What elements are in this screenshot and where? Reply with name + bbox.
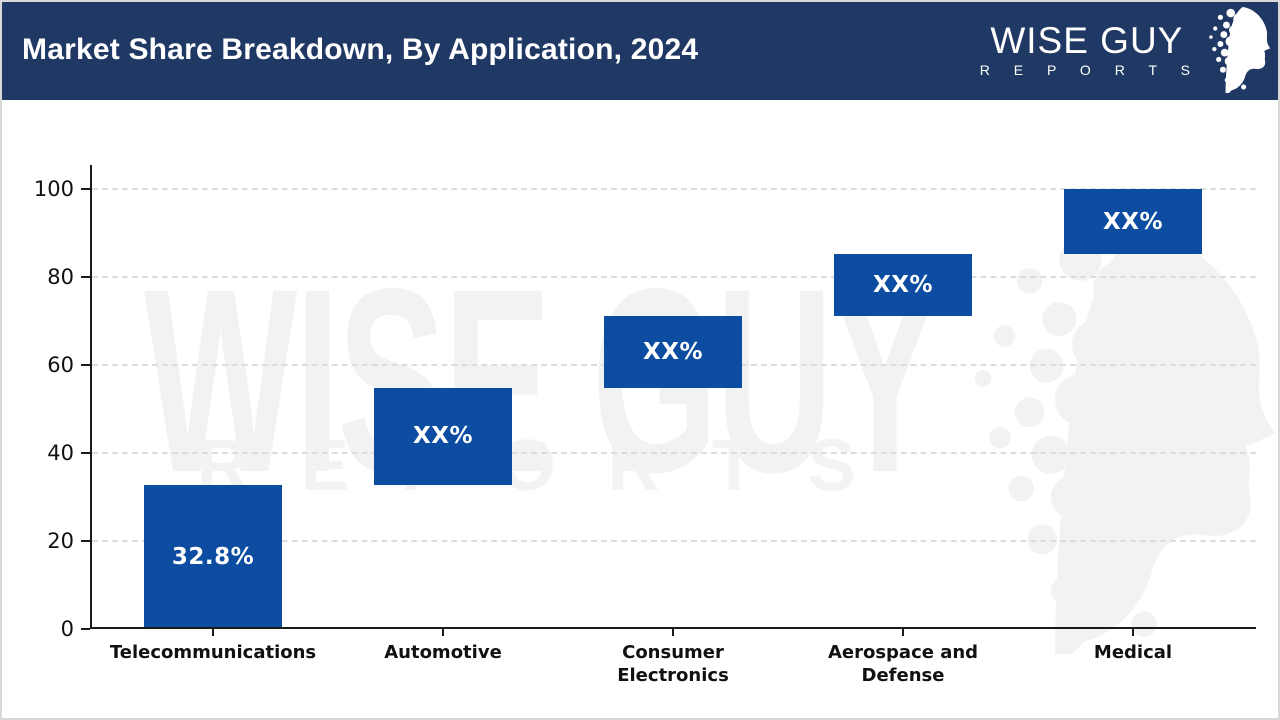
y-tick xyxy=(81,540,90,542)
bar-value-label: XX% xyxy=(872,271,933,298)
y-tick-label: 20 xyxy=(47,529,74,553)
header: Market Share Breakdown, By Application, … xyxy=(2,2,1278,100)
brand-name: WISE GUY xyxy=(990,20,1184,61)
x-axis-label: Consumer Electronics xyxy=(617,642,729,686)
x-tick xyxy=(1132,629,1134,636)
x-axis-label: Aerospace and Defense xyxy=(827,642,979,686)
x-axis-label: Telecommunications xyxy=(109,642,317,663)
gridline xyxy=(92,540,1256,542)
y-tick xyxy=(81,276,90,278)
bar-value-label: XX% xyxy=(412,423,473,450)
y-tick-label: 60 xyxy=(47,353,74,377)
brand-head-icon xyxy=(1186,6,1272,94)
watermark-head-icon xyxy=(860,224,1278,660)
brand-logo: WISE GUY R E P O R T S xyxy=(974,6,1278,94)
bar-value-label: XX% xyxy=(1102,208,1163,235)
y-tick-label: 100 xyxy=(33,177,74,201)
y-tick xyxy=(81,188,90,190)
x-tick xyxy=(212,629,214,636)
chart-bar: XX% xyxy=(834,254,972,316)
x-tick xyxy=(672,629,674,636)
x-axis-label: Automotive xyxy=(384,642,502,663)
x-axis-label: Medical xyxy=(1093,642,1173,663)
x-tick xyxy=(442,629,444,636)
bar-value-label: 32.8% xyxy=(171,543,255,570)
brand-text: WISE GUY R E P O R T S xyxy=(974,22,1200,78)
chart-bar: 32.8% xyxy=(144,484,282,629)
y-tick xyxy=(81,628,90,630)
watermark-brand-name: WISE GUY xyxy=(144,234,939,527)
gridline xyxy=(92,452,1256,454)
chart-bar: XX% xyxy=(1064,189,1202,255)
chart-bar: XX% xyxy=(604,315,742,388)
chart-bar: XX% xyxy=(374,387,512,485)
y-tick-label: 0 xyxy=(60,617,74,641)
y-tick-label: 80 xyxy=(47,265,74,289)
gridline xyxy=(92,276,1256,278)
y-tick xyxy=(81,452,90,454)
bar-value-label: XX% xyxy=(642,338,703,365)
watermark-brand-subtitle: R E P O R T S xyxy=(197,426,872,506)
y-tick-label: 40 xyxy=(47,441,74,465)
page-title: Market Share Breakdown, By Application, … xyxy=(22,33,699,66)
gridline xyxy=(92,188,1256,190)
y-tick xyxy=(81,364,90,366)
brand-subtitle: R E P O R T S xyxy=(979,62,1200,78)
x-axis-line xyxy=(90,627,1256,629)
y-axis-line xyxy=(90,165,92,629)
x-tick xyxy=(902,629,904,636)
plot-area: 0 20 40 60 80 100 32.8% Telecommunications XX% Au… xyxy=(34,165,1256,686)
